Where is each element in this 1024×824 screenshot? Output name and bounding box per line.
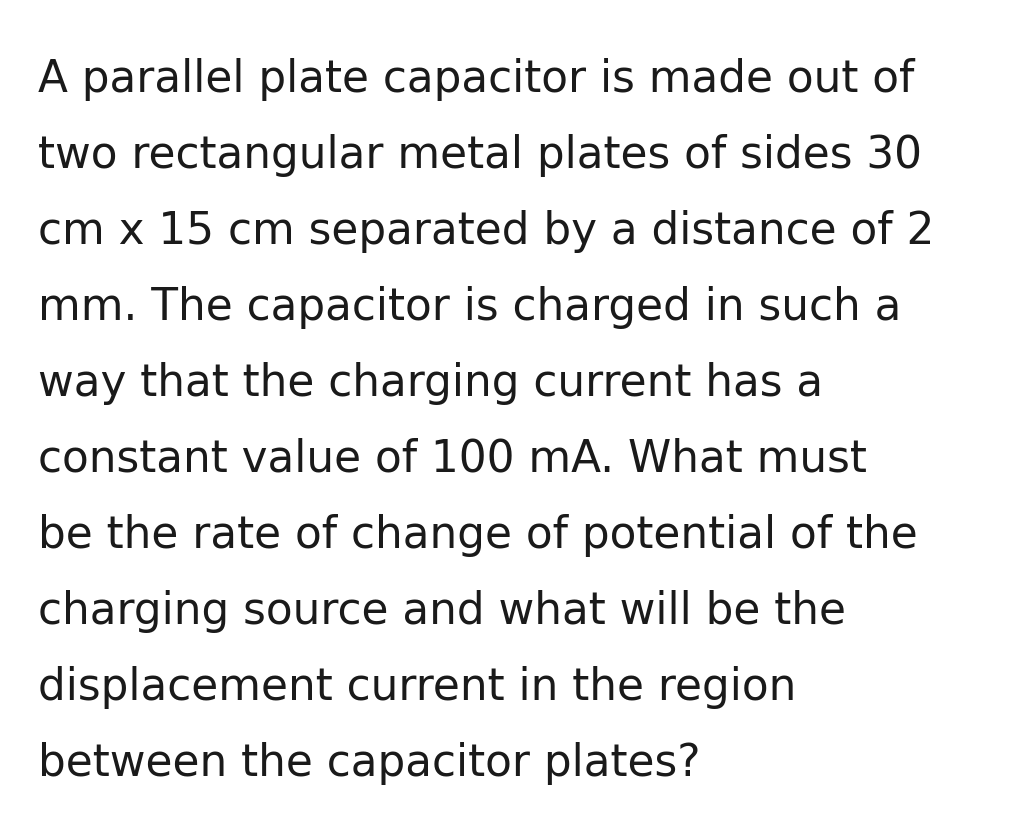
- Text: A parallel plate capacitor is made out of: A parallel plate capacitor is made out o…: [38, 58, 914, 101]
- Text: cm x 15 cm separated by a distance of 2: cm x 15 cm separated by a distance of 2: [38, 210, 934, 253]
- Text: constant value of 100 mA. What must: constant value of 100 mA. What must: [38, 438, 867, 481]
- Text: two rectangular metal plates of sides 30: two rectangular metal plates of sides 30: [38, 134, 922, 177]
- Text: displacement current in the region: displacement current in the region: [38, 666, 797, 709]
- Text: mm. The capacitor is charged in such a: mm. The capacitor is charged in such a: [38, 286, 901, 329]
- Text: between the capacitor plates?: between the capacitor plates?: [38, 742, 700, 785]
- Text: charging source and what will be the: charging source and what will be the: [38, 590, 846, 633]
- Text: be the rate of change of potential of the: be the rate of change of potential of th…: [38, 514, 918, 557]
- Text: way that the charging current has a: way that the charging current has a: [38, 362, 823, 405]
